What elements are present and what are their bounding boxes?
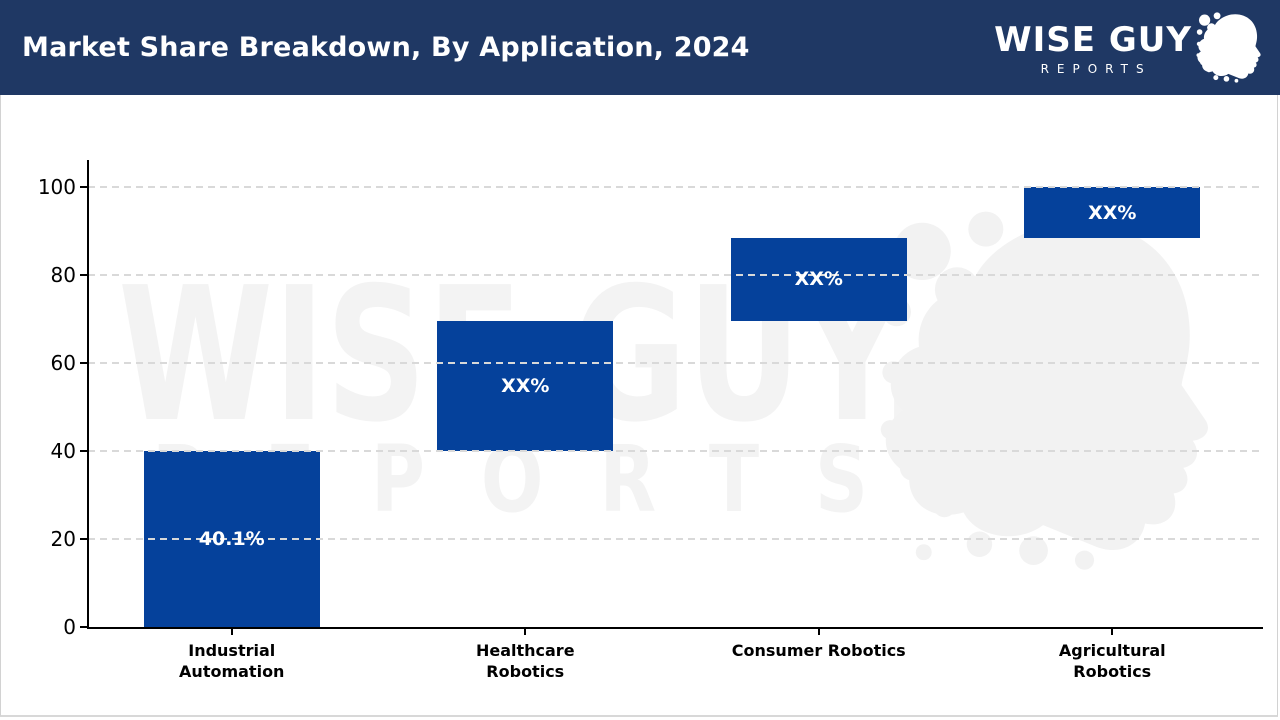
y-tick-mark <box>80 362 88 364</box>
y-tick-mark <box>80 186 88 188</box>
bar-agricultural-robotics <box>1024 187 1201 239</box>
x-category-label: Healthcare Robotics <box>475 641 575 681</box>
gridline <box>88 538 1262 540</box>
face-watermark-shapes <box>880 211 1208 570</box>
x-category-label: Agricultural Robotics <box>1058 641 1166 681</box>
x-tick-mark <box>524 629 527 635</box>
logo-text: WISE GUY REPORTS <box>994 23 1192 76</box>
y-tick-label: 0 <box>63 615 76 639</box>
bar-healthcare-robotics <box>437 320 614 451</box>
gridline <box>88 186 1262 188</box>
logo-wordmark: WISE GUY <box>994 19 1192 60</box>
bar-value-label: XX% <box>501 374 550 397</box>
logo-face-icon <box>1196 11 1261 83</box>
face-watermark-icon <box>880 211 1208 570</box>
y-tick-mark <box>80 626 88 628</box>
x-tick-mark <box>1111 629 1114 635</box>
y-tick-label: 60 <box>50 351 76 375</box>
gridline <box>88 362 1262 364</box>
y-tick-mark <box>80 450 88 452</box>
bar-value-label: XX% <box>1088 201 1137 224</box>
y-axis-line <box>87 160 89 629</box>
gridline <box>88 274 1262 276</box>
x-category-label: Industrial Automation <box>179 641 285 681</box>
y-tick-mark <box>80 274 88 276</box>
y-tick-label: 40 <box>50 439 76 463</box>
logo-subtitle: REPORTS <box>1040 61 1152 76</box>
logo-face-shapes <box>1196 11 1261 83</box>
x-category-label: Consumer Robotics <box>731 641 906 660</box>
gridline <box>88 450 1262 452</box>
header-bar: Market Share Breakdown, By Application, … <box>0 0 1280 95</box>
y-tick-label: 80 <box>50 263 76 287</box>
wiseguy-logo: WISE GUY REPORTS <box>994 7 1272 91</box>
y-tick-mark <box>80 538 88 540</box>
x-axis-line <box>87 627 1263 629</box>
bar-value-label: 40.1% <box>198 527 265 550</box>
y-tick-label: 100 <box>37 175 76 199</box>
bar-consumer-robotics <box>730 238 907 321</box>
y-tick-label: 20 <box>50 527 76 551</box>
chart-title: Market Share Breakdown, By Application, … <box>22 32 750 63</box>
x-tick-mark <box>817 629 820 635</box>
x-tick-mark <box>230 629 233 635</box>
bar-value-label: XX% <box>794 268 843 291</box>
